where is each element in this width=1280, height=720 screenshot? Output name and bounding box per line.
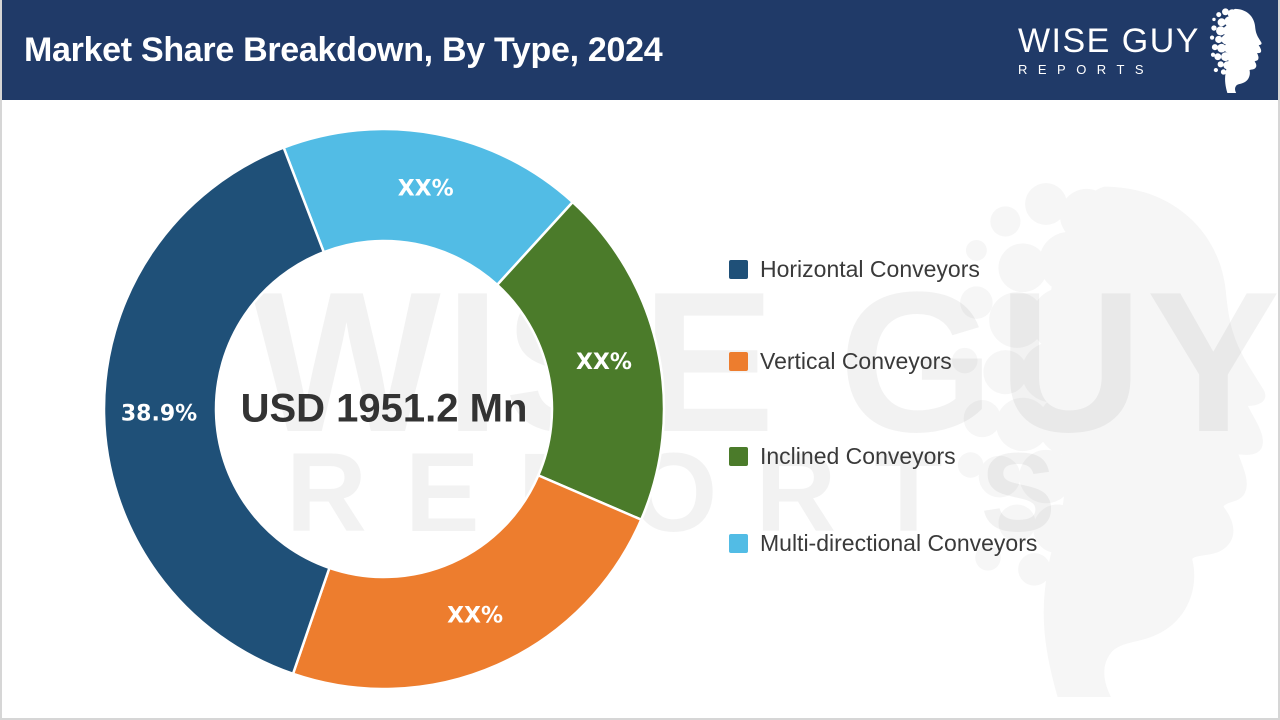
slice-label: 38.9% xyxy=(121,402,197,427)
pie-slice-horizontal-conveyors xyxy=(102,145,332,676)
logo-text: WISE GUY REPORTS xyxy=(1018,23,1200,77)
slice-label: XX% xyxy=(447,603,503,628)
legend-marker xyxy=(729,534,748,553)
legend-marker xyxy=(729,260,748,279)
legend-item: Horizontal Conveyors xyxy=(729,256,980,283)
logo-head-icon xyxy=(1209,8,1262,93)
legend-item-label: Vertical Conveyors xyxy=(760,348,952,374)
legend-marker xyxy=(729,352,748,371)
logo-subtitle: REPORTS xyxy=(1017,62,1155,77)
legend-item: Inclined Conveyors xyxy=(729,443,956,470)
logo: WISE GUY REPORTS xyxy=(1018,6,1264,94)
legend-item-label: Horizontal Conveyors xyxy=(760,256,980,282)
pie-slice-multi-directional-conveyors xyxy=(282,127,575,287)
legend-item: Vertical Conveyors xyxy=(729,348,952,375)
pie-slice-vertical-conveyors xyxy=(291,473,643,691)
pie-slice-inclined-conveyors xyxy=(495,200,666,522)
slice-label: XX% xyxy=(398,177,454,202)
legend-item: Multi-directional Conveyors xyxy=(729,530,1037,557)
slice-label: XX% xyxy=(576,350,632,375)
header-bar: Market Share Breakdown, By Type, 2024 WI… xyxy=(0,0,1280,100)
page-title: Market Share Breakdown, By Type, 2024 xyxy=(24,30,663,69)
center-value-label: USD 1951.2 Mn xyxy=(240,386,528,431)
legend-item-label: Inclined Conveyors xyxy=(760,443,956,469)
legend-item-label: Multi-directional Conveyors xyxy=(760,530,1038,556)
logo-wordmark: WISE GUY xyxy=(1017,22,1200,60)
legend-marker xyxy=(729,447,748,466)
